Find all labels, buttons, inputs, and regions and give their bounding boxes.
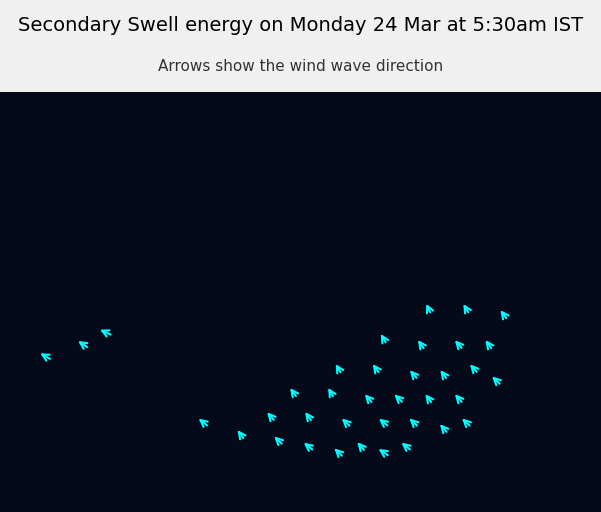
- Text: Secondary Swell energy on Monday 24 Mar at 5:30am IST: Secondary Swell energy on Monday 24 Mar …: [18, 16, 583, 35]
- Text: Arrows show the wind wave direction: Arrows show the wind wave direction: [158, 59, 443, 74]
